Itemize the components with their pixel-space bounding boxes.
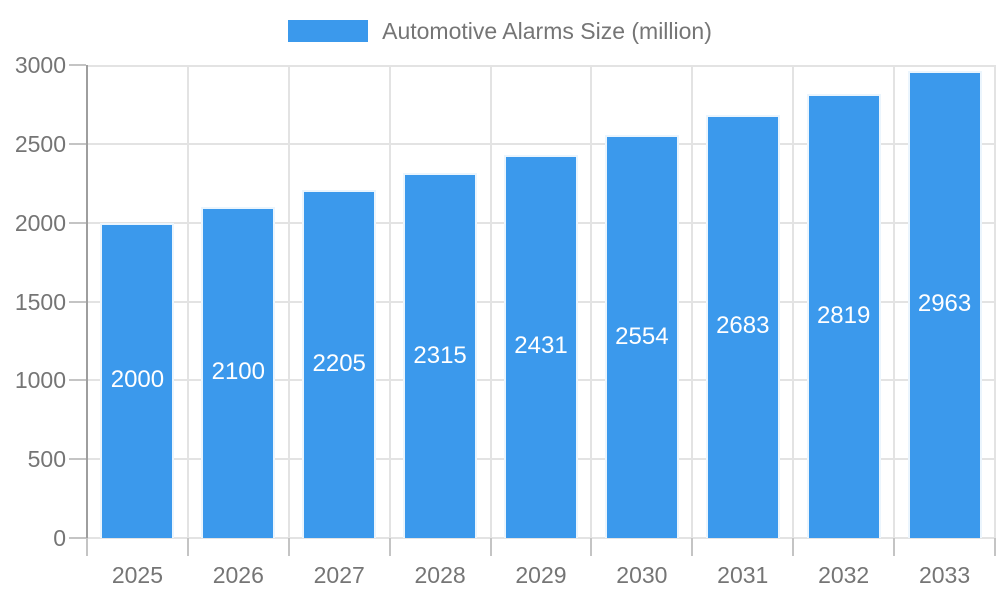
bar-2030[interactable]	[604, 135, 679, 538]
x-axis-tick-label: 2030	[616, 562, 668, 588]
bar-value-label: 2205	[312, 350, 366, 378]
x-axis-tick-label: 2026	[212, 562, 264, 588]
y-axis-tick-label: 1000	[14, 367, 66, 394]
x-axis-tick-label: 2032	[818, 562, 870, 588]
x-axis-tick-label: 2033	[918, 562, 971, 588]
v-gridline	[893, 65, 896, 538]
v-gridline	[792, 65, 795, 538]
y-axis-tick-label: 1500	[14, 288, 66, 315]
bar-value-label: 2000	[110, 366, 165, 394]
y-axis-tick-label: 500	[27, 446, 66, 473]
y-axis-tick	[69, 300, 86, 303]
y-axis-tick-label: 2000	[14, 209, 66, 236]
bar-value-label: 2100	[211, 358, 265, 386]
y-axis-tick-label: 0	[53, 525, 66, 551]
y-axis-tick	[69, 537, 86, 539]
x-axis-tick	[893, 538, 896, 556]
x-axis-tick	[287, 538, 290, 556]
y-axis-tick	[69, 379, 86, 382]
bar-2032[interactable]	[806, 93, 881, 538]
x-axis-tick	[691, 538, 694, 556]
x-axis-tick-label: 2025	[111, 562, 164, 588]
bar-value-label: 2683	[716, 312, 770, 340]
x-axis-tick-label: 2031	[717, 562, 769, 588]
y-axis-tick	[69, 64, 86, 66]
legend-swatch-icon	[288, 20, 369, 42]
bar-value-label: 2431	[514, 332, 568, 360]
x-axis-tick	[590, 538, 593, 556]
y-axis-tick	[69, 458, 86, 461]
y-axis-tick	[69, 221, 86, 224]
x-axis-tick	[792, 538, 795, 556]
v-gridline	[186, 65, 189, 538]
h-gridline	[87, 142, 995, 145]
bar-value-label: 2315	[413, 341, 467, 369]
v-gridline	[590, 65, 593, 538]
plot-area: 2000 2100 2205 2315 2431 2554 2683 2819 2963	[87, 65, 996, 539]
bar-2027[interactable]	[302, 190, 377, 538]
bar-value-label: 2819	[816, 301, 871, 329]
bar-2026[interactable]	[201, 206, 276, 538]
bar-2033[interactable]	[907, 70, 982, 538]
x-axis-tick	[489, 538, 492, 556]
bar-value-label: 2554	[615, 322, 669, 350]
v-gridline	[489, 65, 492, 538]
x-axis-tick-label: 2027	[313, 562, 365, 588]
legend[interactable]: Automotive Alarms Size (million)	[0, 13, 1000, 49]
legend-label: Automotive Alarms Size (million)	[382, 17, 712, 44]
bar-value-label: 2963	[917, 290, 972, 318]
bar-2028[interactable]	[403, 173, 478, 538]
x-axis-tick	[186, 538, 189, 556]
x-axis-tick	[86, 538, 88, 556]
x-axis-tick	[994, 538, 996, 556]
bar-2031[interactable]	[705, 114, 780, 538]
v-gridline	[691, 65, 694, 538]
bar-2029[interactable]	[504, 154, 578, 538]
h-gridline	[87, 65, 995, 67]
v-gridline	[994, 65, 996, 538]
v-gridline	[388, 65, 391, 538]
y-axis-tick	[69, 142, 86, 145]
v-gridline	[287, 65, 290, 538]
x-axis-tick-label: 2029	[515, 562, 567, 588]
x-axis-tick	[388, 538, 391, 556]
y-axis-tick-label: 2500	[14, 130, 66, 157]
x-axis-tick-label: 2028	[414, 562, 466, 588]
y-axis-line	[86, 65, 88, 556]
y-axis-tick-label: 3000	[14, 52, 66, 78]
h-gridline	[87, 537, 995, 539]
bar-2025[interactable]	[100, 222, 175, 538]
